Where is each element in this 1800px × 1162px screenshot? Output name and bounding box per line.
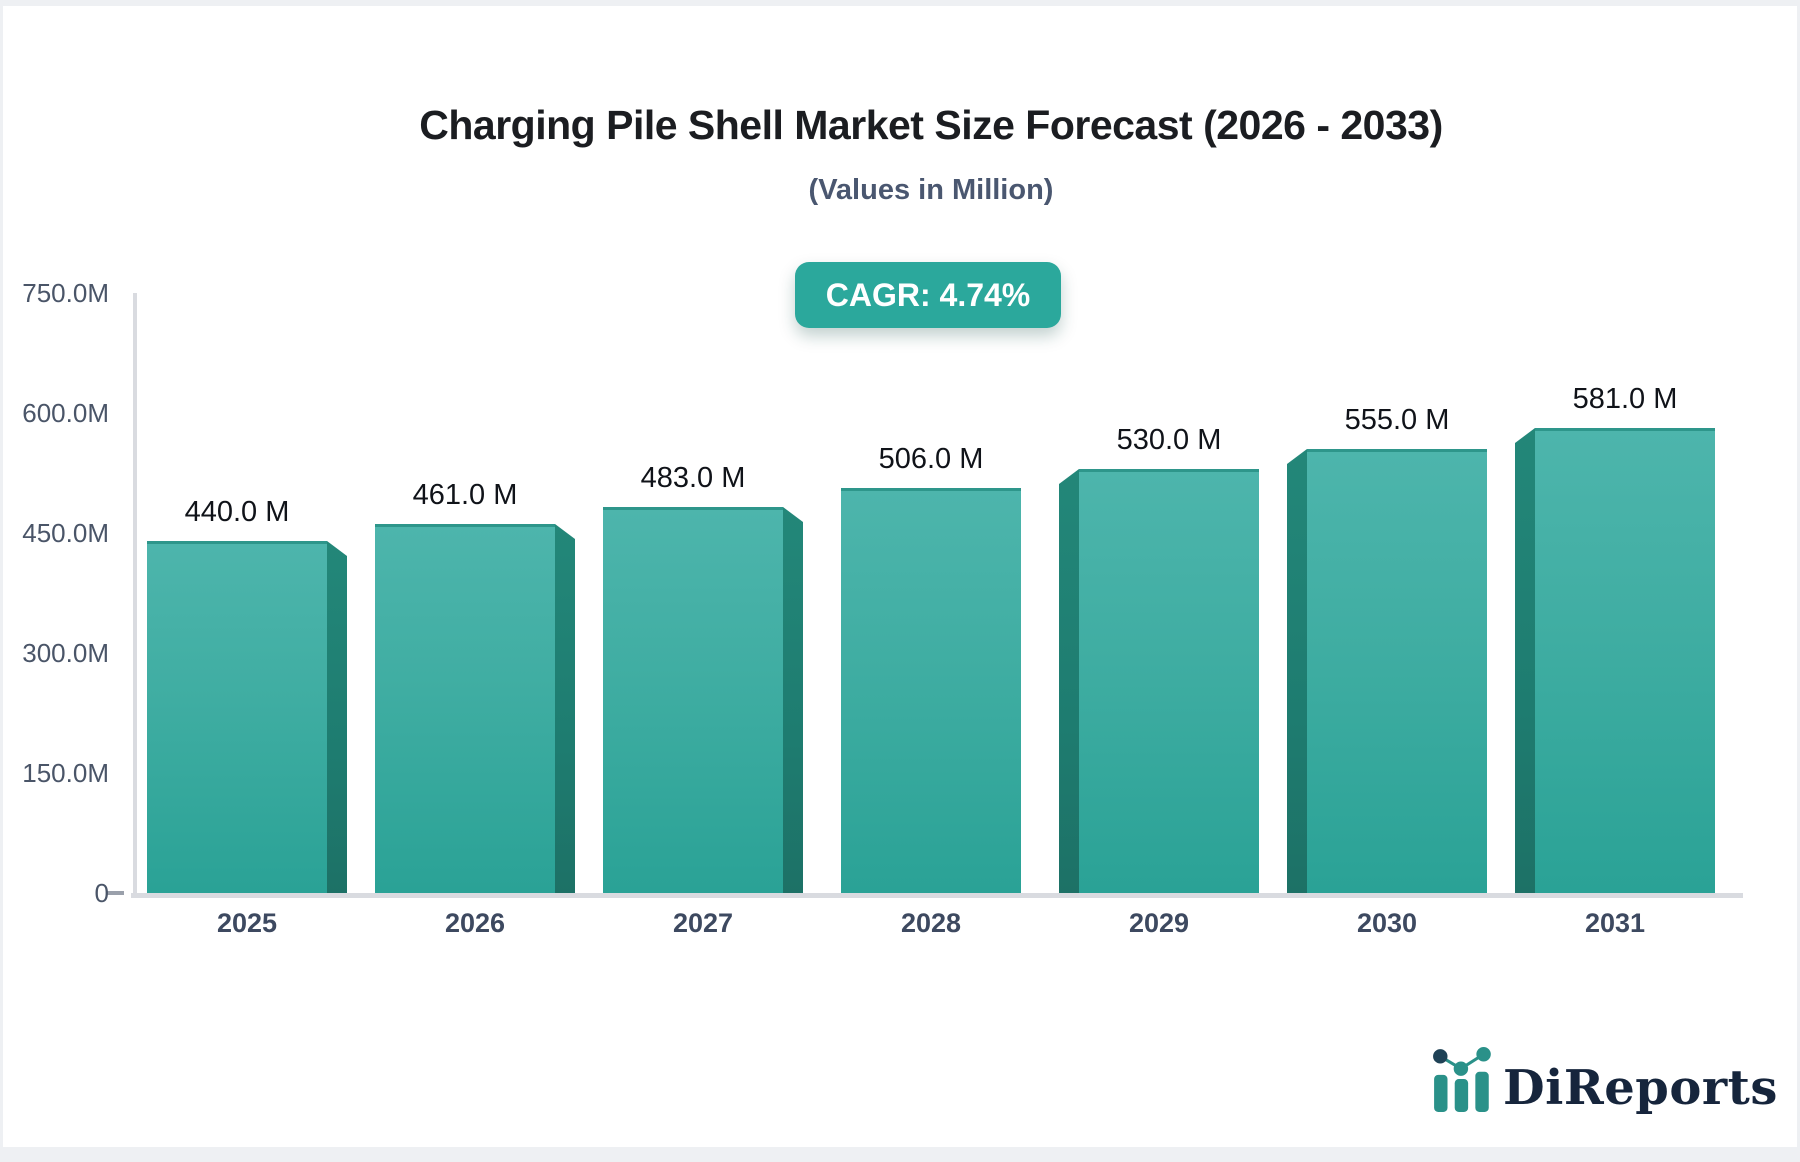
x-axis-tick-label-2031: 2031 — [1584, 908, 1646, 938]
y-axis-tick-label: 450.0M — [22, 518, 109, 548]
y-axis-tick-label: 0 — [94, 878, 109, 908]
bar-value-label-2025: 440.0 M — [184, 496, 290, 528]
y-axis-zero-tick — [106, 891, 124, 895]
y-axis-tick-label: 300.0M — [22, 638, 109, 668]
x-axis-tick-label-2025: 2025 — [216, 908, 278, 938]
bar-2029[interactable] — [1079, 469, 1259, 893]
bar-2031[interactable] — [1535, 428, 1715, 893]
x-axis-tick-label-2030: 2030 — [1356, 908, 1418, 938]
bar-2027[interactable] — [603, 507, 783, 893]
y-axis-tick-label: 150.0M — [22, 758, 109, 788]
bar-value-label-2027: 483.0 M — [640, 462, 746, 494]
bar-2027-3d-side — [783, 507, 803, 893]
bar-2025-3d-side — [327, 541, 347, 893]
bar-2026[interactable] — [375, 524, 555, 893]
bar-2026-3d-side — [555, 524, 575, 893]
chart-subtitle: (Values in Million) — [808, 174, 1054, 206]
chart-title: Charging Pile Shell Market Size Forecast… — [419, 102, 1443, 148]
x-axis-tick-label-2028: 2028 — [900, 908, 962, 938]
bar-2031-3d-side — [1515, 428, 1535, 893]
bar-value-label-2029: 530.0 M — [1116, 424, 1222, 456]
bar-value-label-2026: 461.0 M — [412, 479, 518, 511]
y-axis-tick-label: 750.0M — [22, 278, 109, 308]
bar-2025[interactable] — [147, 541, 327, 893]
bar-2028[interactable] — [841, 488, 1021, 893]
cagr-badge: CAGR: 4.74% — [795, 262, 1061, 328]
brand-logo: DiReports — [1433, 1038, 1778, 1112]
y-axis-tick-label: 600.0M — [22, 398, 109, 428]
chart-card: Charging Pile Shell Market Size Forecast… — [3, 6, 1797, 1147]
bar-2030-3d-side — [1287, 449, 1307, 893]
bar-2030[interactable] — [1307, 449, 1487, 893]
bar-value-label-2028: 506.0 M — [878, 443, 984, 475]
bar-chart-trend-icon — [1433, 1047, 1491, 1112]
bar-2029-3d-side — [1059, 469, 1079, 893]
plot-area: 750.0M 600.0M 450.0M 300.0M 150.0M 0 440.0 M 20… — [3, 6, 1800, 1162]
x-axis-tick-label-2027: 2027 — [672, 908, 734, 938]
y-axis-line — [133, 293, 137, 898]
logo-text: DiReports — [1503, 1060, 1778, 1116]
bar-value-label-2030: 555.0 M — [1344, 404, 1450, 436]
x-axis-line — [131, 893, 1743, 898]
x-axis-tick-label-2026: 2026 — [444, 908, 506, 938]
x-axis-tick-label-2029: 2029 — [1128, 908, 1190, 938]
bar-value-label-2031: 581.0 M — [1572, 383, 1678, 415]
